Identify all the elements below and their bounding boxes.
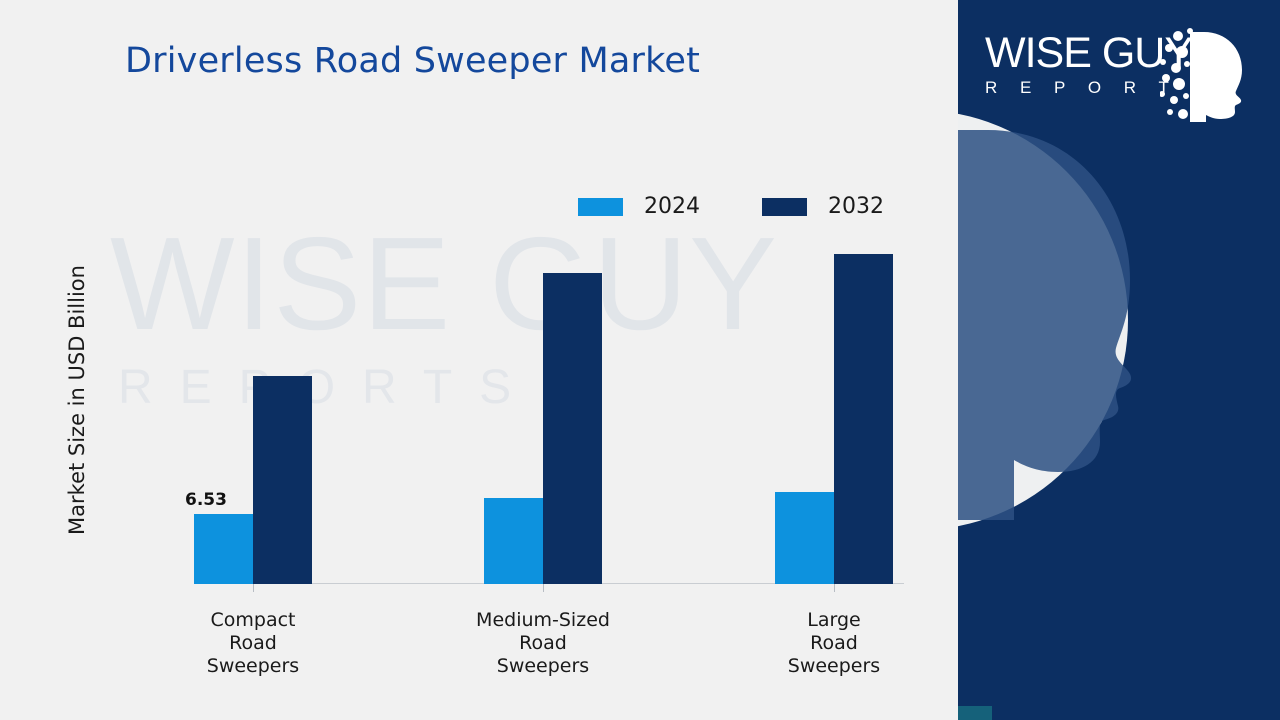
bar-2024-medium-sized[interactable] [484, 498, 543, 584]
category-label-large: Large Road Sweepers [749, 609, 919, 678]
teal-accent-bar [958, 706, 992, 720]
category-line: Sweepers [206, 655, 300, 677]
bar-2024-compact[interactable]: 6.53 [185, 490, 253, 584]
y-axis-title: Market Size in USD Billion [65, 265, 89, 535]
bar-2024-large[interactable] [775, 492, 834, 584]
page-title: Driverless Road Sweeper Market [125, 41, 700, 81]
legend-item-2032[interactable]: 2032 [762, 194, 884, 219]
bar-value-label-compact-2024: 6.53 [185, 490, 227, 510]
bar-group-compact: 6.53 Compact Road Sweepers [185, 180, 312, 677]
plot-area: 6.53 Compact Road Sweepers Medium-Sized … [110, 180, 940, 677]
x-axis-tick [834, 584, 835, 592]
category-line: Large [807, 609, 861, 631]
category-line: Compact [210, 609, 296, 631]
category-label-medium-sized: Medium-Sized Road Sweepers [458, 609, 628, 678]
legend-swatch-2032 [762, 197, 807, 216]
legend-item-2024[interactable]: 2024 [578, 194, 700, 219]
x-axis-tick [253, 584, 254, 592]
logo-subtitle: R E P O R T S [985, 78, 1212, 97]
legend-label-2024: 2024 [644, 194, 700, 219]
head-profile-silhouette-icon [958, 130, 1131, 520]
legend-label-2032: 2032 [828, 194, 884, 219]
bar-group-large: Large Road Sweepers [775, 180, 893, 677]
category-line: Sweepers [787, 655, 881, 677]
bar-2032-compact[interactable] [253, 376, 312, 584]
category-line: Sweepers [496, 655, 590, 677]
category-line: Road [229, 632, 277, 654]
category-line: Road [810, 632, 858, 654]
wiseguy-reports-logo: WISE GUY R E P O R T S [985, 28, 1255, 122]
category-line: Medium-Sized [476, 609, 610, 631]
dot-cluster-decoration [958, 110, 1128, 530]
legend-swatch-2024 [578, 197, 623, 216]
bar-2032-medium-sized[interactable] [543, 273, 602, 584]
x-axis-tick [543, 584, 544, 592]
chart-legend: 2024 2032 [578, 194, 884, 219]
category-line: Road [519, 632, 567, 654]
category-label-compact: Compact Road Sweepers [168, 609, 338, 678]
logo-head-profile-icon [1160, 28, 1242, 122]
bar-2032-large[interactable] [834, 254, 893, 584]
bar-group-medium-sized: Medium-Sized Road Sweepers [476, 180, 610, 677]
bar-chart: Market Size in USD Billion 2024 2032 6.5… [65, 180, 940, 677]
logo-wordmark: WISE GUY [985, 29, 1193, 77]
brand-panel [958, 0, 1280, 720]
